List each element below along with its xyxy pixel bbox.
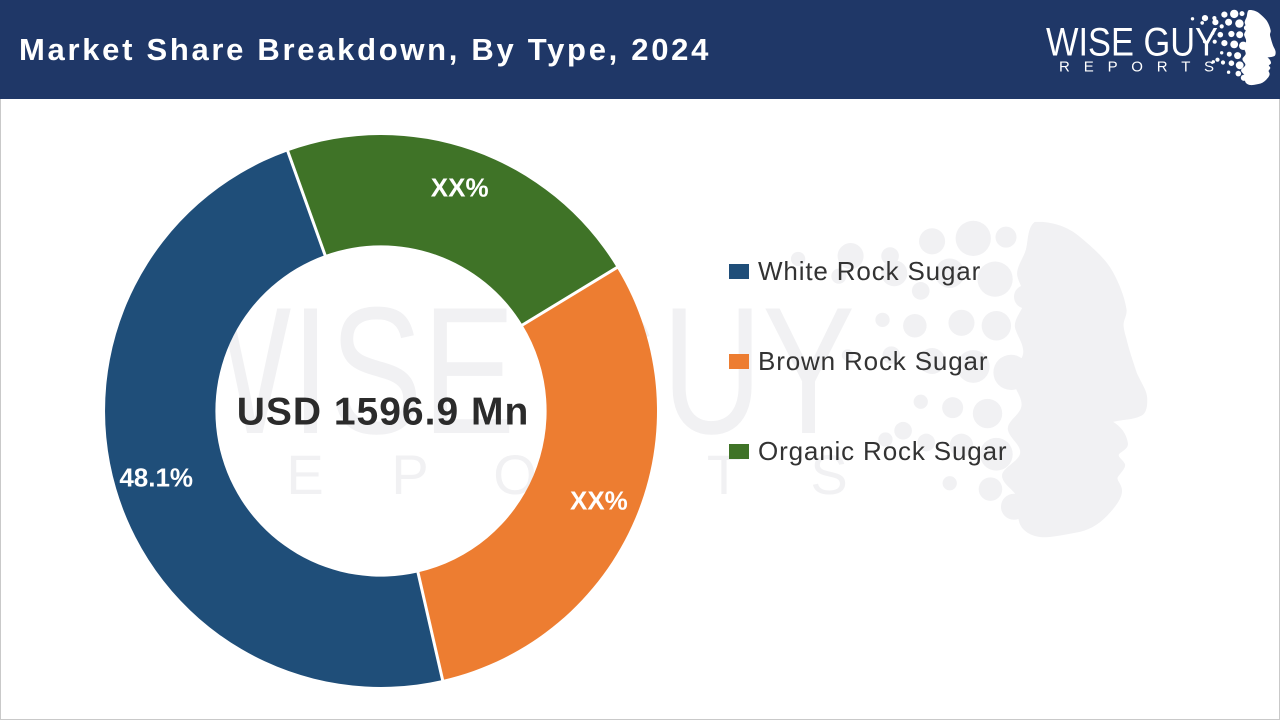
svg-text:USD 1596.9 Mn: USD 1596.9 Mn	[237, 390, 530, 433]
svg-text:XX%: XX%	[570, 485, 628, 515]
svg-text:E: E	[286, 443, 323, 506]
svg-text:48.1%: 48.1%	[119, 462, 193, 492]
svg-text:P: P	[391, 443, 428, 506]
svg-text:S: S	[810, 443, 847, 506]
svg-text:XX%: XX%	[431, 173, 489, 203]
